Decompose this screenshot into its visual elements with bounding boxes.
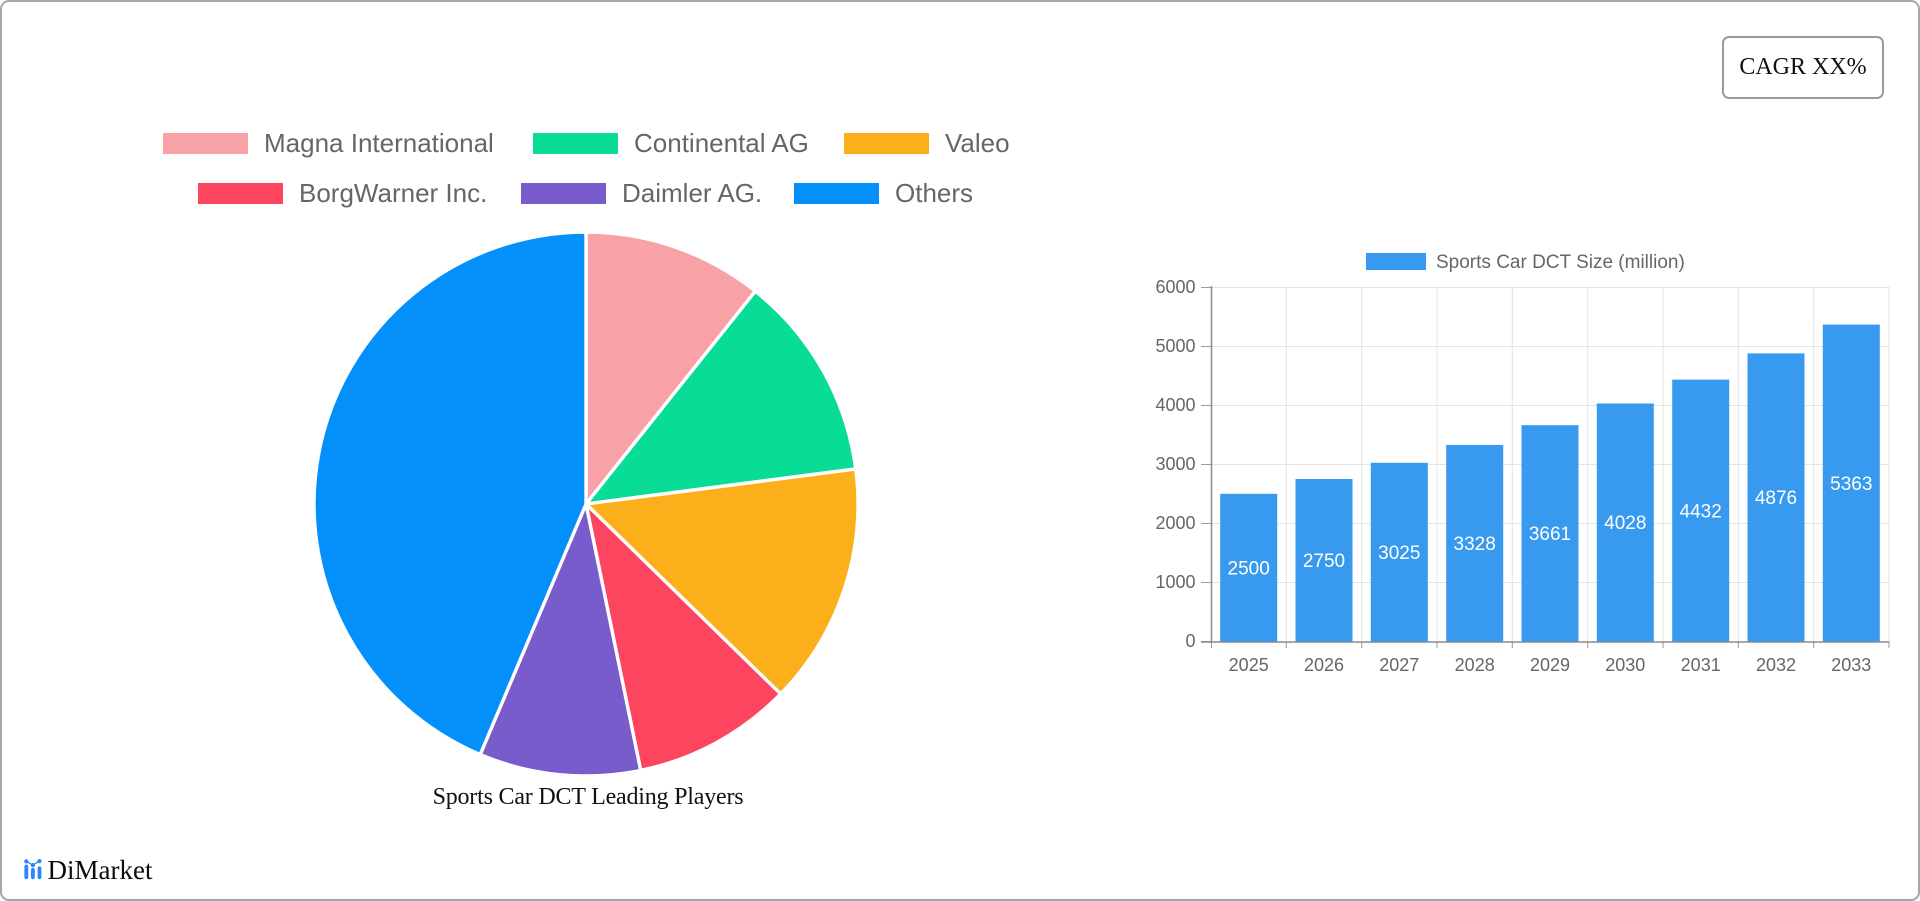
svg-text:3661: 3661 [1529, 524, 1571, 545]
svg-text:2031: 2031 [1681, 655, 1721, 675]
svg-text:3025: 3025 [1378, 543, 1420, 564]
svg-text:0: 0 [1185, 631, 1195, 651]
svg-text:2033: 2033 [1831, 655, 1871, 675]
svg-text:2032: 2032 [1756, 655, 1796, 675]
svg-text:4432: 4432 [1680, 501, 1722, 522]
svg-text:2750: 2750 [1303, 551, 1345, 572]
svg-text:4876: 4876 [1755, 488, 1797, 509]
svg-text:2030: 2030 [1605, 655, 1645, 675]
svg-text:4028: 4028 [1604, 513, 1646, 534]
svg-text:3328: 3328 [1454, 534, 1496, 555]
svg-text:5363: 5363 [1830, 474, 1872, 495]
svg-text:2029: 2029 [1530, 655, 1570, 675]
svg-text:1000: 1000 [1155, 572, 1195, 592]
svg-text:2025: 2025 [1229, 655, 1269, 675]
svg-text:DiMarket: DiMarket [48, 855, 153, 885]
svg-text:5000: 5000 [1155, 336, 1195, 356]
svg-text:2028: 2028 [1455, 655, 1495, 675]
svg-text:2500: 2500 [1228, 558, 1270, 579]
svg-text:4000: 4000 [1155, 395, 1195, 415]
svg-text:2026: 2026 [1304, 655, 1344, 675]
svg-text:3000: 3000 [1155, 454, 1195, 474]
svg-text:6000: 6000 [1155, 277, 1195, 297]
svg-text:2000: 2000 [1155, 513, 1195, 533]
svg-text:2027: 2027 [1379, 655, 1419, 675]
svg-text:Sports Car DCT Size (million): Sports Car DCT Size (million) [1436, 252, 1685, 273]
